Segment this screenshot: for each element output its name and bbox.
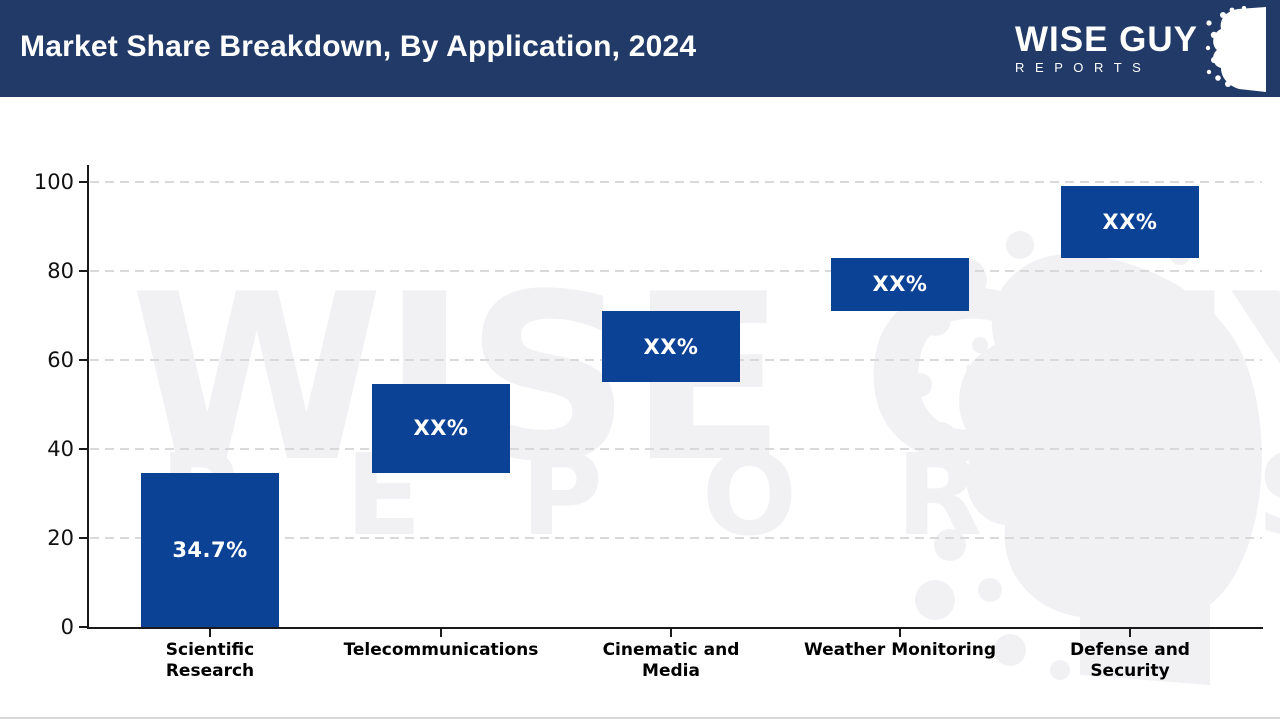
category-label: Scientific Research [165,640,255,681]
bar-value-label: XX% [872,272,928,297]
logo-subtext: R E P O R T S [1014,60,1145,75]
y-tick-mark [79,181,87,183]
bar-value-label: XX% [643,334,699,359]
bar-4: XX% [831,257,969,312]
y-tick-mark [79,448,87,450]
x-tick-mark [440,629,442,637]
gridline [90,181,1262,183]
logo-face-icon [1205,5,1266,92]
y-axis-line [87,165,89,629]
y-tick-label: 0 [60,615,74,639]
category-label: Weather Monitoring [803,640,997,660]
y-tick-label: 80 [47,259,74,283]
y-tick-label: 60 [47,348,74,372]
category-label: Cinematic and Media [602,640,740,681]
gridline [90,448,1262,450]
bar-1: 34.7% [141,472,279,627]
y-tick-mark [79,626,87,628]
y-tick-mark [79,537,87,539]
category-label: Defense and Security [1070,640,1190,681]
gridline [90,270,1262,272]
bottom-divider [0,717,1280,719]
bar-5: XX% [1061,186,1199,258]
y-tick-label: 100 [33,170,74,194]
y-tick-label: 40 [47,437,74,461]
x-tick-mark [670,629,672,637]
logo-wordmark: WISE GUY [1014,20,1198,59]
category-label: Telecommunications [343,640,539,660]
watermark-subtext: R E P O R T S [160,431,1280,561]
logo-text: WISE GUY R E P O R T S [1014,20,1198,76]
x-tick-mark [1129,629,1131,637]
bar-value-label: XX% [413,416,469,441]
gridline [90,537,1262,539]
page-title: Market Share Breakdown, By Application, … [20,29,697,63]
x-axis-line [87,627,1263,629]
bar-value-label: 34.7% [172,537,248,562]
bar-3: XX% [602,311,740,383]
x-tick-mark [899,629,901,637]
x-tick-mark [209,629,211,637]
y-tick-mark [79,359,87,361]
wiseguy-logo: WISE GUY R E P O R T S [1014,5,1266,92]
bar-value-label: XX% [1102,210,1158,235]
bar-2: XX% [372,383,510,473]
y-tick-mark [79,270,87,272]
header-bar: Market Share Breakdown, By Application, … [0,0,1280,97]
y-tick-label: 20 [47,526,74,550]
